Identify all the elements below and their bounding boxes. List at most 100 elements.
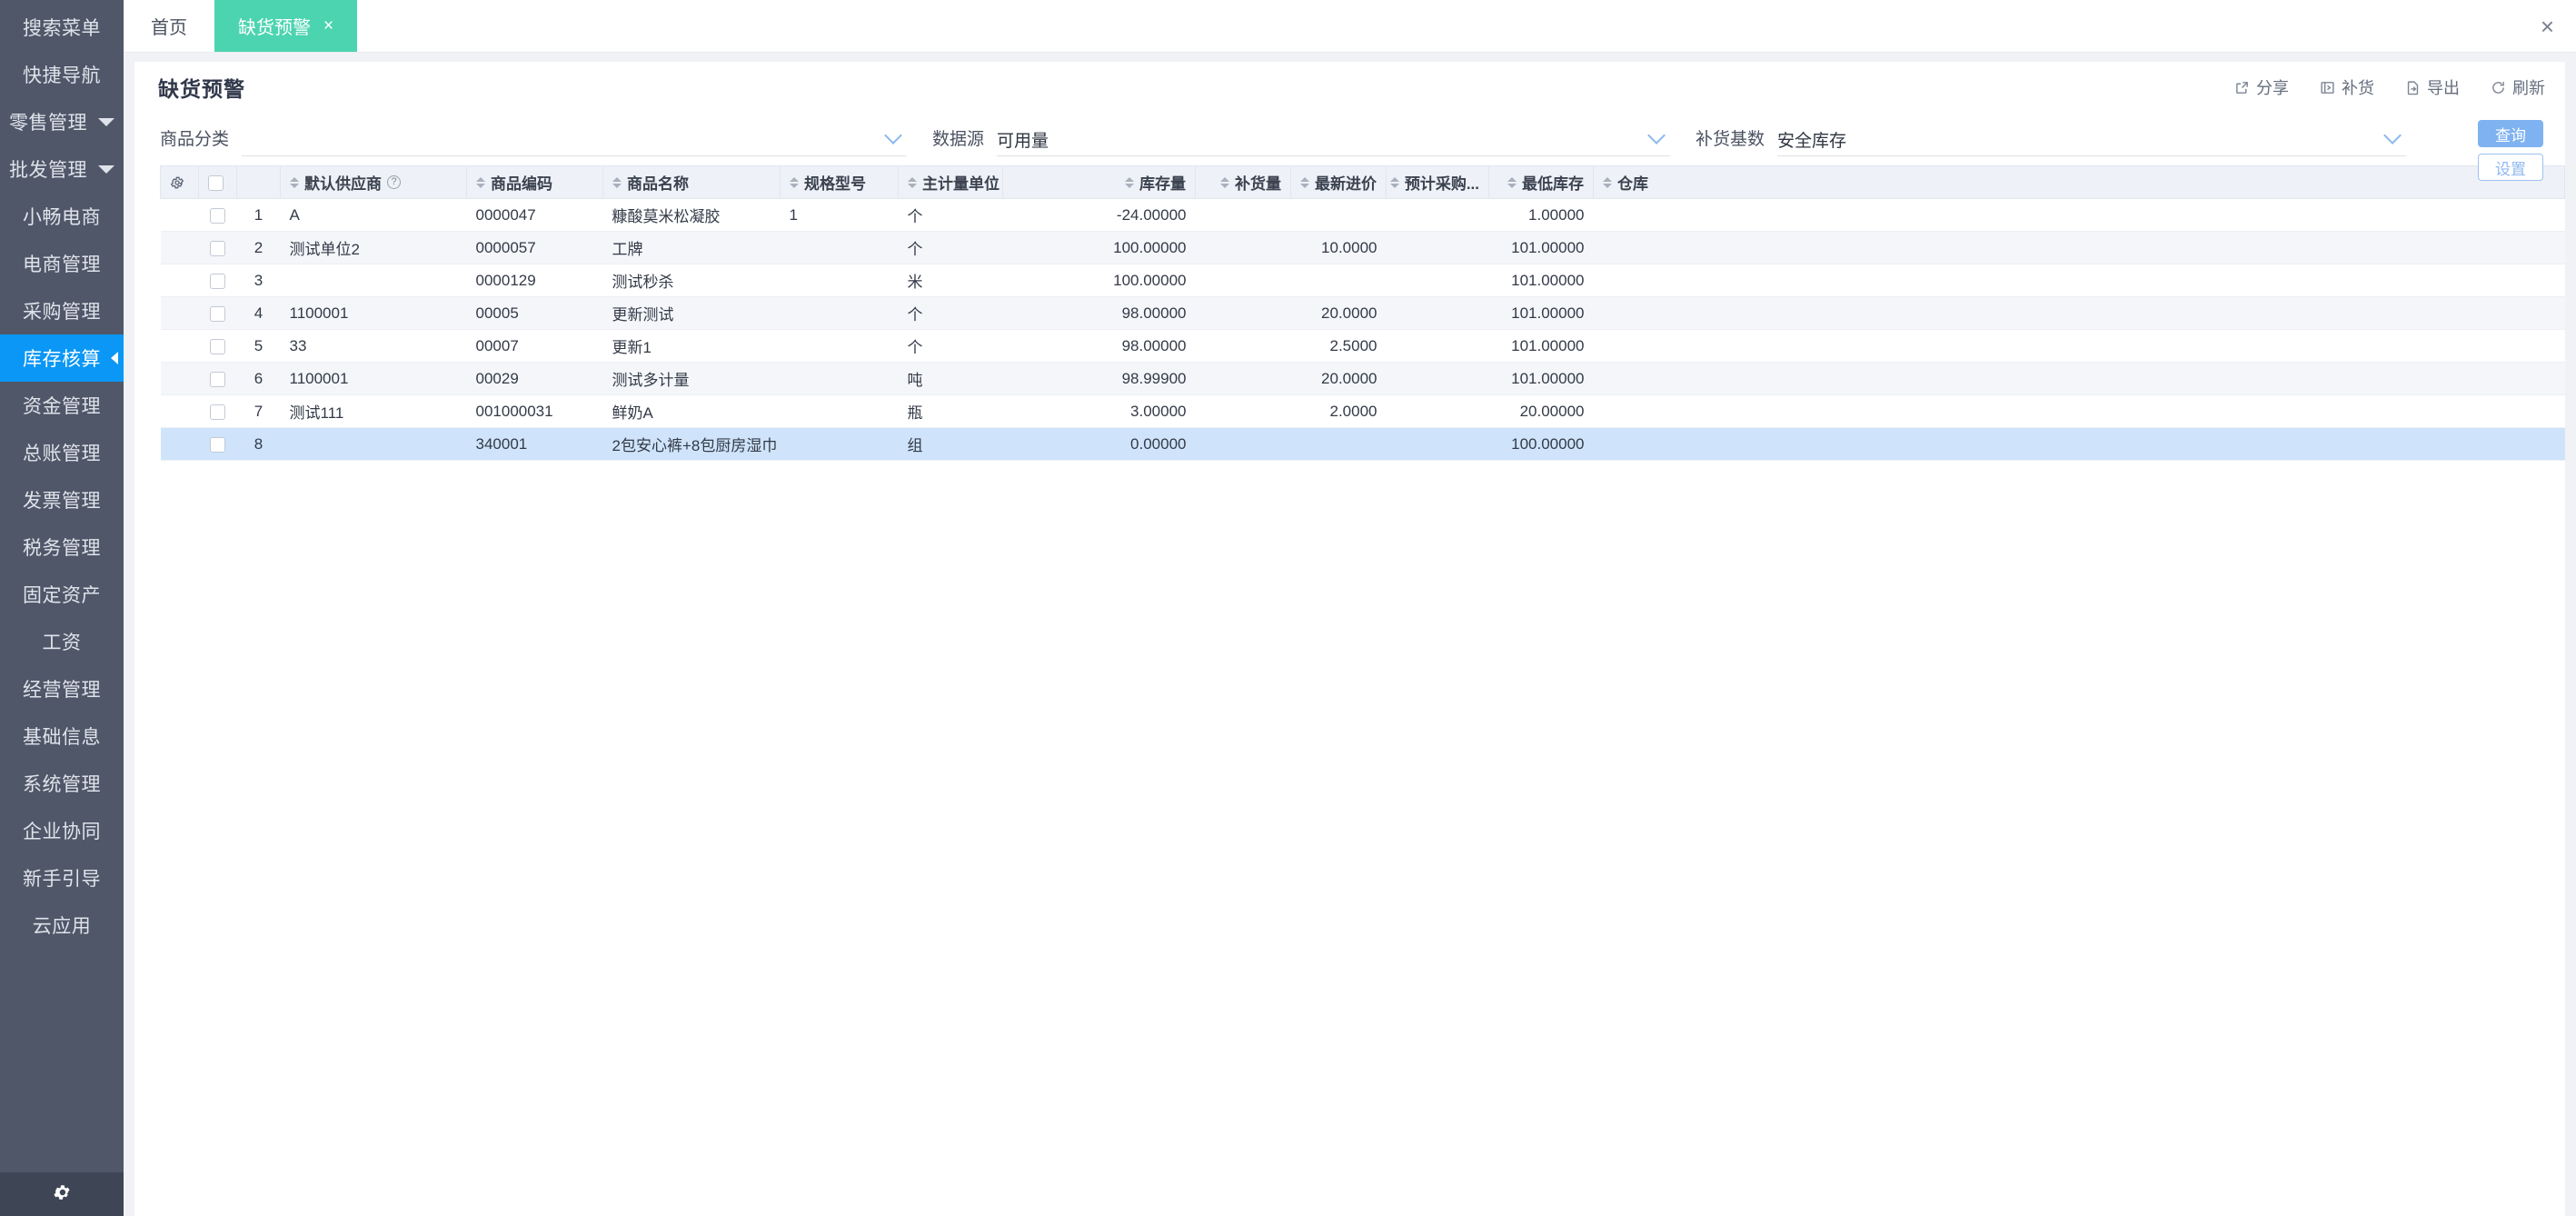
table-row[interactable]: 6 1100001 00029 测试多计量 吨 98.99900 20.0000 101.00… (160, 362, 2565, 395)
row-index: 2 (236, 231, 281, 264)
filter-category-select[interactable] (242, 124, 907, 156)
sidebar-item-5[interactable]: 电商管理 (0, 240, 124, 287)
row-checkbox[interactable] (198, 362, 237, 395)
sidebar-item-2[interactable]: 零售管理 (0, 98, 124, 145)
checkbox[interactable] (210, 436, 225, 453)
cell-unit: 个 (898, 296, 1003, 330)
sidebar-item-11[interactable]: 税务管理 (0, 523, 124, 571)
sort-icon[interactable] (290, 176, 299, 188)
checkbox[interactable] (210, 371, 225, 387)
share-button[interactable]: 分享 (2234, 75, 2289, 99)
sort-icon[interactable] (1507, 176, 1517, 188)
sort-icon[interactable] (1300, 176, 1309, 188)
sort-icon[interactable] (476, 176, 485, 188)
query-button[interactable]: 查询 (2478, 120, 2543, 147)
checkbox[interactable] (210, 240, 225, 256)
export-button[interactable]: 导出 (2405, 75, 2460, 99)
checkbox[interactable] (210, 305, 225, 322)
checkbox[interactable] (210, 273, 225, 289)
column-warehouse[interactable]: 仓库 (1593, 165, 2565, 199)
sort-icon[interactable] (908, 176, 917, 188)
cell-code: 0000129 (466, 264, 603, 297)
sidebar-item-14[interactable]: 经营管理 (0, 665, 124, 713)
checkbox[interactable] (208, 174, 224, 191)
table-row[interactable]: 4 1100001 00005 更新测试 个 98.00000 20.0000 101.000… (160, 296, 2565, 330)
sidebar-item-7[interactable]: 库存核算 (0, 334, 124, 382)
row-checkbox[interactable] (198, 394, 237, 428)
table-row[interactable]: 2 测试单位2 0000057 工牌 个 100.00000 10.0000 101.0000… (160, 231, 2565, 264)
sidebar-item-12[interactable]: 固定资产 (0, 571, 124, 618)
filter-category: 商品分类 (134, 124, 907, 156)
sort-icon[interactable] (1125, 176, 1134, 188)
column-header-label: 补货量 (1235, 175, 1281, 193)
settings-button[interactable]: 设置 (2478, 154, 2543, 181)
table-body: 1 A 0000047 糠酸莫米松凝胶 1 个 -24.00000 1.00000 2 测试单位2… (160, 198, 2565, 461)
column-stock[interactable]: 库存量 (1002, 165, 1196, 199)
filter-datasource-select[interactable]: 可用量 (997, 124, 1670, 156)
sort-icon[interactable] (1389, 176, 1399, 188)
row-checkbox[interactable] (198, 427, 237, 461)
column-settings-gear-button[interactable] (160, 165, 199, 199)
column-supplier[interactable]: 默认供应商? (280, 165, 467, 199)
table-row[interactable]: 8 340001 2包安心裤+8包厨房湿巾 组 0.00000 100.00000 (160, 427, 2565, 461)
sidebar-settings-button[interactable] (0, 1172, 124, 1216)
tab-stockout-warning[interactable]: 缺货预警 × (214, 0, 358, 52)
sidebar-item-19[interactable]: 云应用 (0, 902, 124, 949)
sidebar-item-17[interactable]: 企业协同 (0, 807, 124, 854)
column-name[interactable]: 商品名称 (602, 165, 781, 199)
table-row[interactable]: 1 A 0000047 糠酸莫米松凝胶 1 个 -24.00000 1.00000 (160, 198, 2565, 232)
filter-replenish-base-select[interactable]: 安全库存 (1777, 124, 2406, 156)
sort-icon[interactable] (1220, 176, 1229, 188)
page-title: 缺货预警 (158, 77, 245, 101)
cell-spec (780, 296, 899, 330)
sidebar-item-18[interactable]: 新手引导 (0, 854, 124, 902)
column-replenish_qty[interactable]: 补货量 (1195, 165, 1291, 199)
sort-icon[interactable] (790, 176, 799, 188)
row-checkbox[interactable] (198, 231, 237, 264)
tab-close-icon[interactable]: × (323, 16, 334, 35)
sidebar-item-9[interactable]: 总账管理 (0, 429, 124, 476)
column-code[interactable]: 商品编码 (466, 165, 603, 199)
sort-icon[interactable] (612, 176, 622, 188)
row-index: 8 (236, 427, 281, 461)
cell-spec: 1 (780, 198, 899, 232)
cell-expected_purchase (1386, 427, 1489, 461)
sidebar-item-8[interactable]: 资金管理 (0, 382, 124, 429)
tab-home[interactable]: 首页 (124, 0, 214, 52)
row-checkbox[interactable] (198, 264, 237, 297)
sidebar-item-13[interactable]: 工资 (0, 618, 124, 665)
sidebar-item-10[interactable]: 发票管理 (0, 476, 124, 523)
select-all-checkbox[interactable] (198, 165, 237, 199)
sidebar-item-15[interactable]: 基础信息 (0, 713, 124, 760)
row-checkbox[interactable] (198, 329, 237, 363)
column-expected_purchase[interactable]: 预计采购... (1386, 165, 1489, 199)
cell-expected_purchase (1386, 231, 1489, 264)
refresh-button[interactable]: 刷新 (2491, 75, 2545, 99)
sidebar-item-6[interactable]: 采购管理 (0, 287, 124, 334)
sidebar-item-0[interactable]: 搜索菜单 (0, 4, 124, 51)
row-checkbox[interactable] (198, 198, 237, 232)
column-unit[interactable]: 主计量单位 (898, 165, 1003, 199)
table-row[interactable]: 7 测试111 001000031 鲜奶A 瓶 3.00000 2.0000 20.00000 (160, 394, 2565, 428)
checkbox[interactable] (210, 338, 225, 354)
row-checkbox[interactable] (198, 296, 237, 330)
cell-latest_price (1290, 198, 1387, 232)
cell-latest_price: 2.5000 (1290, 329, 1387, 363)
cell-supplier: 测试111 (280, 394, 467, 428)
column-latest_price[interactable]: 最新进价 (1290, 165, 1387, 199)
column-min_stock[interactable]: 最低库存 (1488, 165, 1594, 199)
sidebar-item-3[interactable]: 批发管理 (0, 145, 124, 193)
window-close-icon[interactable]: × (2540, 12, 2554, 40)
sort-icon[interactable] (1603, 176, 1612, 188)
replenish-button[interactable]: 补货 (2320, 75, 2374, 99)
sidebar-item-1[interactable]: 快捷导航 (0, 51, 124, 98)
table-row[interactable]: 3 0000129 测试秒杀 米 100.00000 101.00000 (160, 264, 2565, 297)
help-icon[interactable]: ? (387, 175, 401, 189)
checkbox[interactable] (210, 404, 225, 420)
checkbox[interactable] (210, 207, 225, 224)
sidebar-item-4[interactable]: 小畅电商 (0, 193, 124, 240)
column-header-inner: 最低库存 (1498, 171, 1584, 194)
table-row[interactable]: 5 33 00007 更新1 个 98.00000 2.5000 101.00000 (160, 329, 2565, 363)
sidebar-item-16[interactable]: 系统管理 (0, 760, 124, 807)
column-spec[interactable]: 规格型号 (780, 165, 899, 199)
